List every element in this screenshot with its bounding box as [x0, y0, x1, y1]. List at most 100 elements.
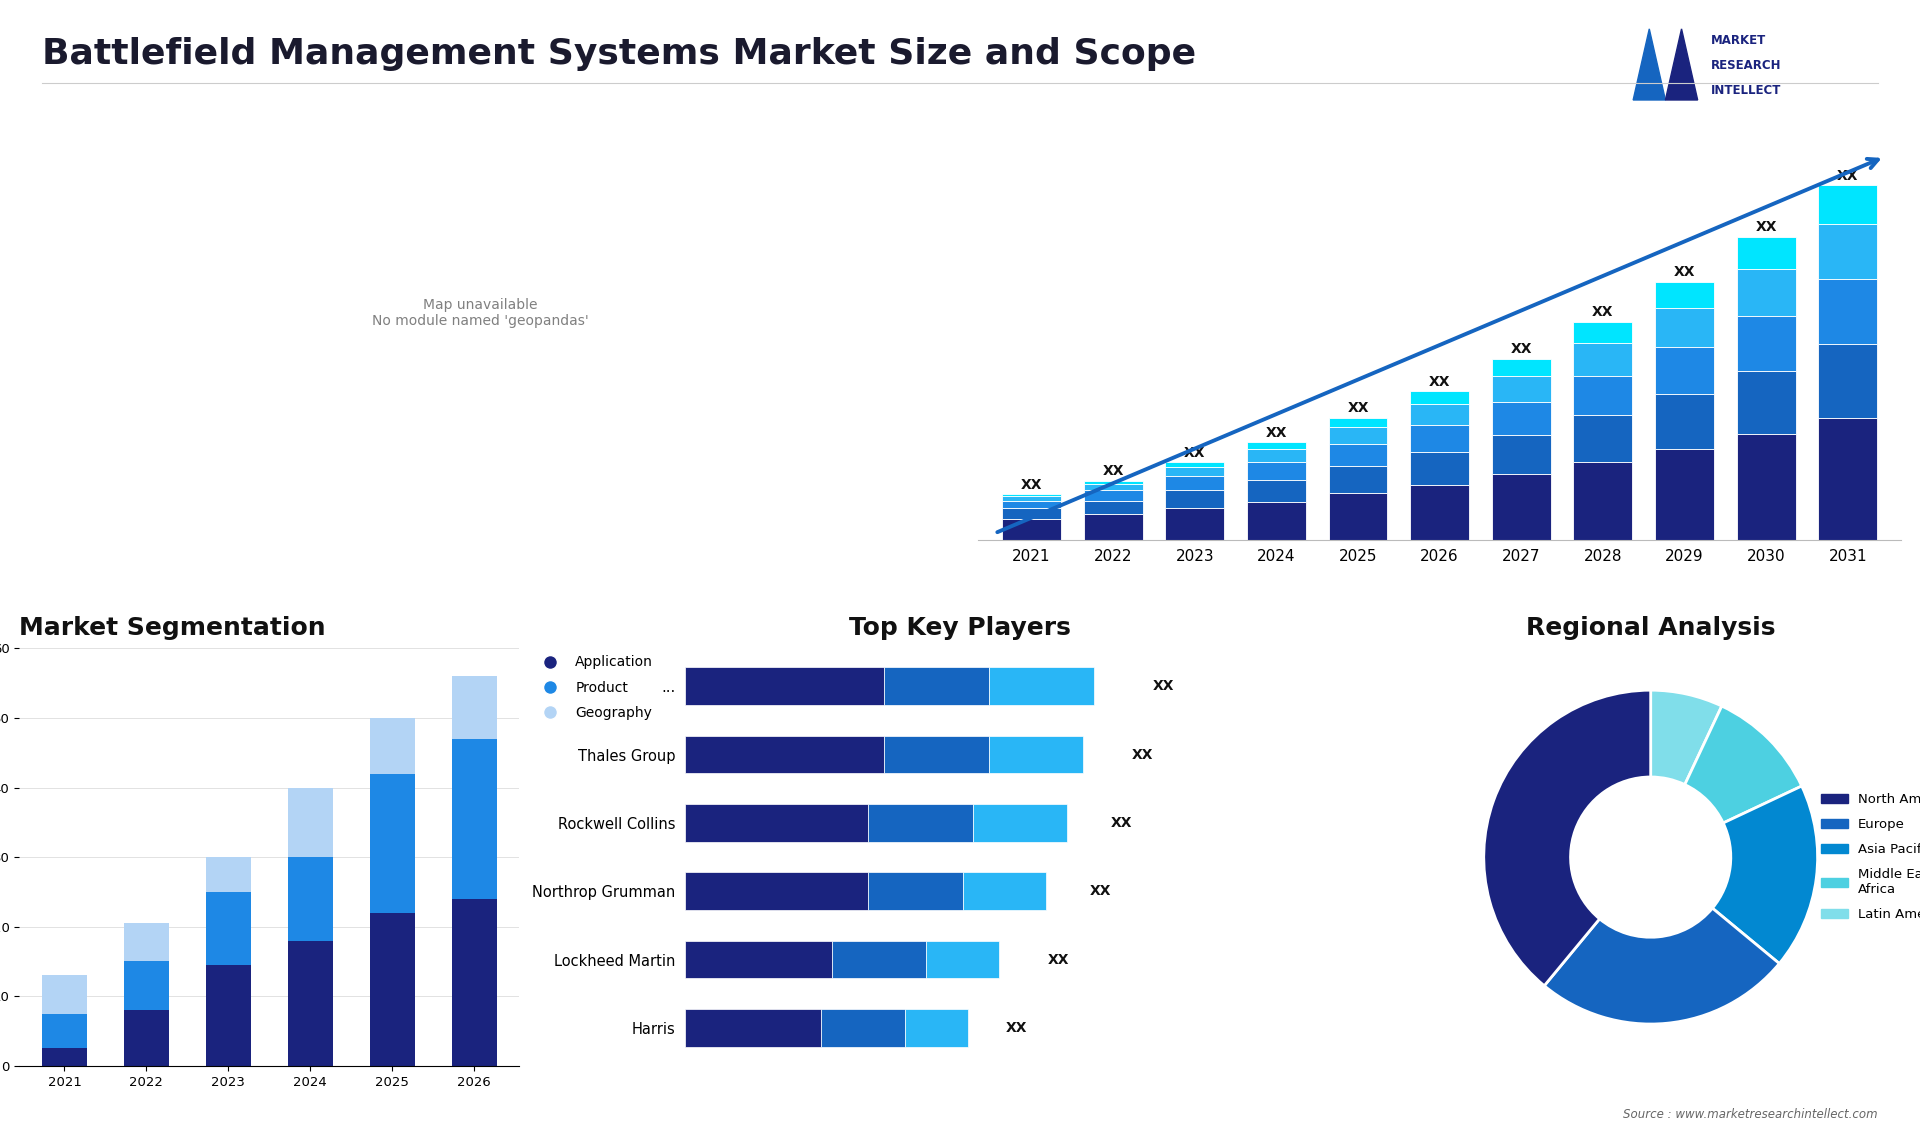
Bar	[42, 1013, 86, 1049]
Text: XX: XX	[1110, 816, 1133, 830]
Bar	[1329, 417, 1388, 427]
Bar	[1574, 322, 1632, 343]
Text: XX: XX	[1089, 885, 1112, 898]
Text: XX: XX	[1348, 401, 1369, 415]
Bar	[904, 1010, 968, 1046]
Bar	[1165, 490, 1225, 508]
Bar	[1738, 237, 1795, 269]
Bar	[883, 667, 989, 705]
Bar	[1738, 269, 1795, 315]
Bar	[371, 912, 415, 1066]
Bar	[1246, 449, 1306, 462]
Bar	[973, 804, 1068, 841]
Bar	[1492, 376, 1551, 402]
Text: XX: XX	[1511, 343, 1532, 356]
Bar	[451, 898, 497, 1066]
Bar	[1246, 462, 1306, 480]
Title: Top Key Players: Top Key Players	[849, 615, 1071, 639]
Bar	[1655, 308, 1715, 347]
Bar	[1818, 344, 1878, 417]
Bar	[1492, 435, 1551, 474]
Bar	[1655, 449, 1715, 540]
Legend: Application, Product, Geography: Application, Product, Geography	[536, 656, 653, 720]
Bar	[1818, 225, 1878, 278]
Text: XX: XX	[1592, 305, 1613, 320]
Bar	[42, 975, 86, 1013]
Bar	[685, 1010, 822, 1046]
Bar	[451, 739, 497, 898]
Polygon shape	[1665, 29, 1697, 100]
Bar	[1329, 427, 1388, 444]
Bar	[371, 719, 415, 774]
Text: RESEARCH: RESEARCH	[1711, 60, 1782, 72]
Title: Regional Analysis: Regional Analysis	[1526, 615, 1776, 639]
Bar	[1738, 315, 1795, 371]
Bar	[205, 892, 252, 965]
Legend: North America, Europe, Asia Pacific, Middle East &
Africa, Latin America: North America, Europe, Asia Pacific, Mid…	[1816, 788, 1920, 926]
Bar	[1165, 468, 1225, 477]
Bar	[685, 736, 883, 774]
Bar	[42, 1049, 86, 1066]
Text: Source : www.marketresearchintellect.com: Source : www.marketresearchintellect.com	[1622, 1108, 1878, 1121]
Text: Battlefield Management Systems Market Size and Scope: Battlefield Management Systems Market Si…	[42, 37, 1196, 71]
Bar	[1409, 453, 1469, 485]
Wedge shape	[1651, 690, 1722, 785]
Bar	[1246, 442, 1306, 449]
Bar	[831, 941, 925, 979]
Bar	[1655, 347, 1715, 394]
Text: XX: XX	[1674, 266, 1695, 280]
Bar	[868, 804, 973, 841]
Bar	[1083, 480, 1142, 484]
Bar	[989, 667, 1094, 705]
Bar	[1655, 282, 1715, 308]
Text: XX: XX	[1265, 426, 1286, 440]
Bar	[1655, 394, 1715, 449]
Bar	[685, 667, 883, 705]
Bar	[1492, 474, 1551, 540]
Bar	[205, 965, 252, 1066]
Bar	[1329, 466, 1388, 493]
Bar	[685, 804, 868, 841]
Bar	[1574, 416, 1632, 462]
Polygon shape	[1634, 29, 1665, 100]
Text: INTELLECT: INTELLECT	[1711, 84, 1782, 96]
Text: XX: XX	[1006, 1021, 1027, 1035]
Bar	[883, 736, 989, 774]
Bar	[1409, 391, 1469, 403]
Text: Market Segmentation: Market Segmentation	[19, 615, 326, 639]
Bar	[288, 787, 332, 857]
Bar	[1002, 494, 1062, 496]
Wedge shape	[1544, 908, 1780, 1025]
Bar	[125, 1010, 169, 1066]
Bar	[1083, 515, 1142, 540]
Bar	[1492, 359, 1551, 376]
Bar	[1574, 376, 1632, 416]
Bar	[125, 924, 169, 961]
Text: XX: XX	[1837, 168, 1859, 182]
Text: MARKET: MARKET	[1711, 34, 1766, 47]
Bar	[1492, 402, 1551, 435]
Bar	[371, 774, 415, 912]
Bar	[288, 941, 332, 1066]
Text: XX: XX	[1102, 464, 1123, 478]
Bar	[1574, 343, 1632, 376]
Bar	[1409, 485, 1469, 540]
Bar	[1165, 477, 1225, 490]
Text: XX: XX	[1048, 952, 1069, 967]
Bar	[925, 941, 998, 979]
Bar	[989, 736, 1083, 774]
Bar	[868, 872, 962, 910]
Bar	[1329, 444, 1388, 466]
Bar	[1165, 462, 1225, 468]
Bar	[1002, 501, 1062, 508]
Text: XX: XX	[1152, 680, 1173, 693]
Text: XX: XX	[1755, 220, 1776, 234]
Bar	[1818, 278, 1878, 344]
Text: Map unavailable
No module named 'geopandas': Map unavailable No module named 'geopand…	[372, 298, 589, 328]
Text: XX: XX	[1021, 478, 1043, 492]
Wedge shape	[1684, 706, 1801, 823]
Bar	[685, 941, 831, 979]
Bar	[1002, 518, 1062, 540]
Bar	[1002, 496, 1062, 501]
Bar	[1738, 434, 1795, 540]
